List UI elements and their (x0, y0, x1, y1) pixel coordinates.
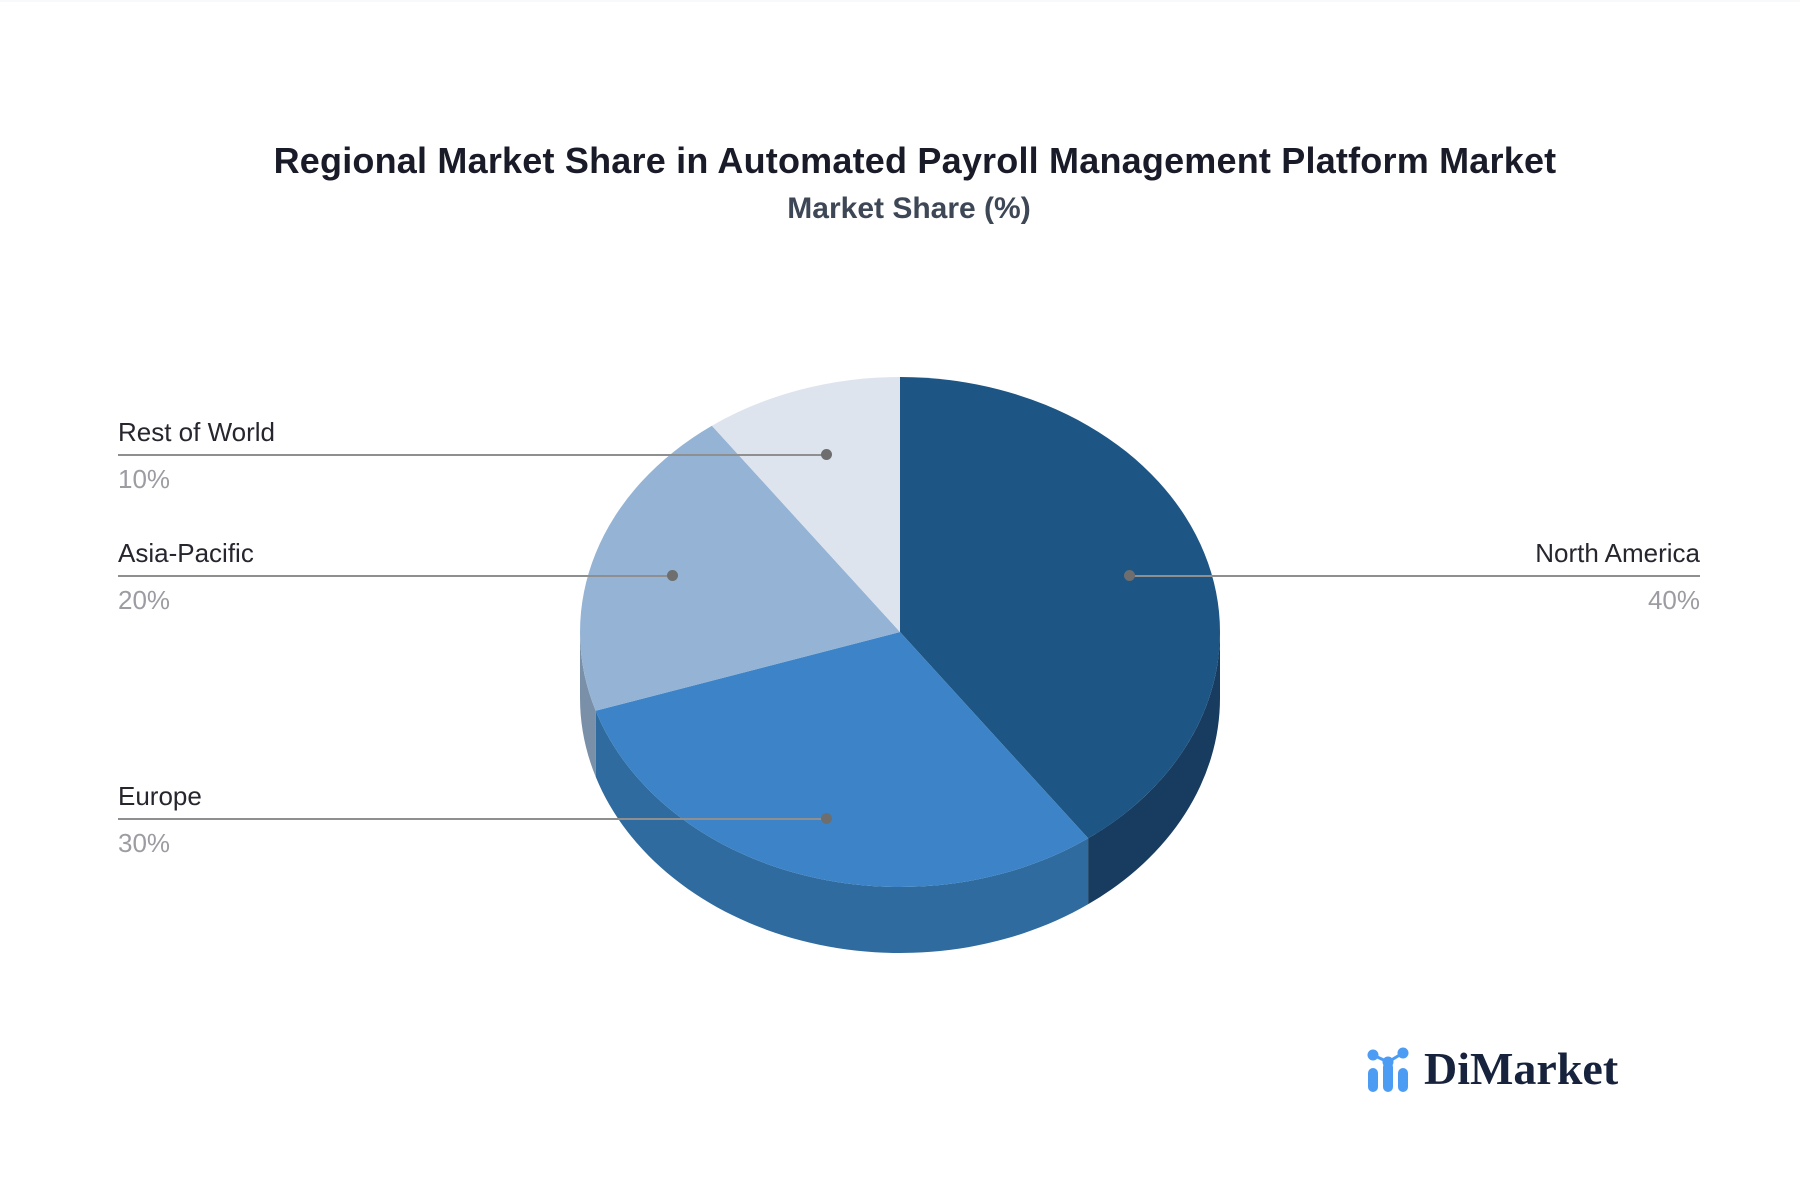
slice-value: 30% (118, 828, 171, 858)
leader-line (118, 449, 832, 460)
pie-slice-asia-pacific[interactable] (580, 425, 900, 711)
dimarket-logo: DiMarket (1366, 1044, 1618, 1094)
leader-line (118, 813, 832, 824)
leader-line (118, 570, 678, 581)
slice-value: 20% (118, 585, 171, 615)
pie-slice-side-europe (595, 710, 1089, 953)
callout-rest-of-world: Rest of World 10% (118, 416, 832, 496)
pie-slice-side-asia-pacific (580, 632, 596, 777)
slice-label: North America (1535, 538, 1700, 568)
callout-europe: Europe 30% (118, 780, 832, 860)
callout-asia-pacific: Asia-Pacific 20% (118, 537, 678, 617)
leader-line (1124, 570, 1700, 581)
leader-dot (821, 813, 832, 824)
pie-slice-europe[interactable] (595, 632, 1089, 887)
pie-slice-side-north-america (1088, 632, 1220, 905)
leader-dot (667, 570, 678, 581)
chart-title: Regional Market Share in Automated Payro… (273, 140, 1557, 181)
pie-slice-rest-of-world[interactable] (711, 377, 900, 632)
slice-value: 10% (118, 464, 171, 494)
slice-label: Europe (118, 781, 202, 811)
logo-text: DiMarket (1424, 1043, 1619, 1094)
slice-value: 40% (1647, 585, 1700, 615)
leader-dot (821, 449, 832, 460)
callout-north-america: North America 40% (1124, 537, 1700, 617)
pie-slice-north-america[interactable] (900, 377, 1221, 839)
slice-label: Rest of World (118, 417, 276, 447)
leader-dot (1124, 570, 1135, 581)
slice-label: Asia-Pacific (118, 538, 254, 568)
bar-chart-icon (1367, 1047, 1409, 1092)
chart-subtitle: Market Share (%) (787, 192, 1031, 225)
